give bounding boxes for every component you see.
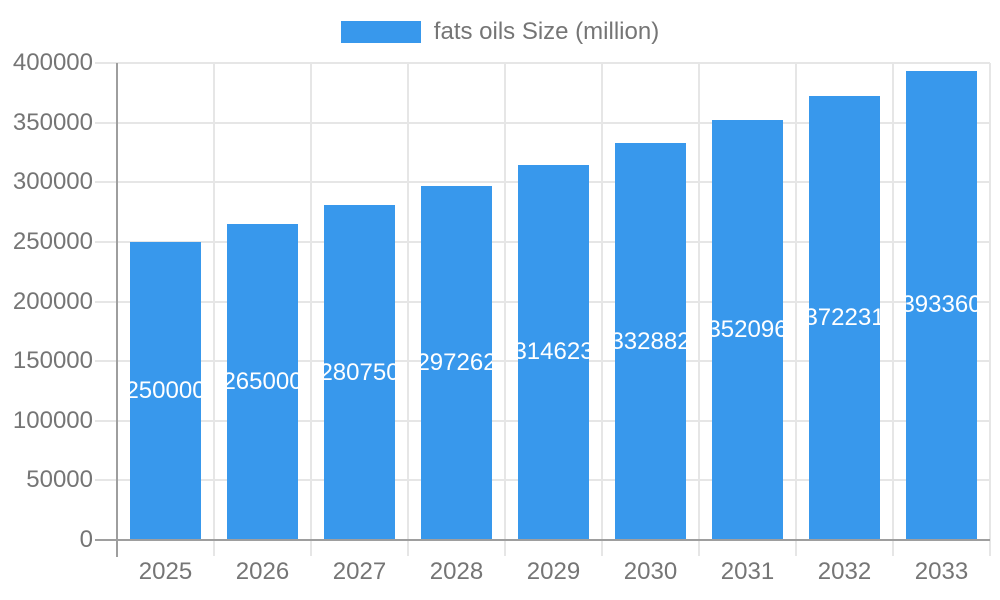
x-gridline [601, 63, 603, 556]
bar[interactable]: 372231 [809, 96, 880, 540]
bar[interactable]: 314623 [518, 164, 589, 540]
bar-value-label: 332882 [615, 327, 686, 355]
bar[interactable]: 280750 [324, 205, 395, 540]
bar[interactable]: 352096 [712, 120, 783, 540]
bar-value-label: 280750 [324, 358, 395, 386]
x-axis-tick-label: 2026 [235, 558, 290, 585]
bar[interactable]: 250000 [130, 241, 201, 540]
legend-swatch[interactable] [340, 21, 421, 43]
bar-value-label: 314623 [518, 338, 589, 366]
y-gridline [95, 62, 990, 64]
y-axis-tick-label: 0 [79, 526, 93, 553]
y-axis-tick-label: 250000 [12, 227, 93, 255]
y-gridline [95, 121, 990, 124]
y-axis-tick-label: 150000 [12, 347, 93, 375]
x-gridline [504, 63, 506, 556]
y-axis-tick-label: 50000 [26, 466, 93, 494]
y-axis-tick-label: 100000 [12, 406, 93, 434]
x-gridline [310, 63, 312, 556]
x-axis-tick-label: 2025 [138, 558, 193, 585]
x-gridline [698, 63, 700, 556]
x-axis-tick-label: 2028 [429, 558, 484, 585]
y-axis-line [116, 63, 118, 557]
x-axis-tick-label: 2032 [817, 558, 872, 585]
x-gridline [407, 63, 409, 556]
bar[interactable]: 332882 [615, 143, 686, 540]
bar-value-label: 265000 [227, 367, 298, 395]
legend[interactable]: fats oils Size (million) [0, 14, 1000, 50]
x-axis-tick-label: 2033 [914, 558, 969, 585]
bar-value-label: 393360 [906, 291, 977, 319]
y-axis-tick-label: 200000 [12, 287, 93, 315]
bar-value-label: 250000 [130, 376, 201, 404]
x-gridline [795, 63, 797, 556]
x-axis-tick-label: 2030 [623, 558, 678, 585]
x-axis-tick-label: 2031 [720, 558, 775, 585]
bar-value-label: 372231 [809, 304, 880, 332]
x-axis-tick-label: 2029 [526, 558, 581, 585]
y-axis-tick-label: 350000 [12, 108, 93, 136]
x-axis-line [95, 539, 990, 541]
bar[interactable]: 297262 [421, 185, 492, 540]
bar[interactable]: 393360 [906, 70, 977, 540]
x-gridline [213, 63, 215, 556]
bar[interactable]: 265000 [227, 223, 298, 540]
bar-value-label: 352096 [712, 316, 783, 344]
y-axis-tick-label: 400000 [12, 49, 93, 76]
x-axis-tick-label: 2027 [332, 558, 387, 585]
x-gridline [892, 63, 894, 556]
legend-label[interactable]: fats oils Size (million) [433, 18, 660, 45]
y-axis-tick-label: 300000 [12, 168, 93, 196]
x-gridline [989, 63, 991, 556]
bar-value-label: 297262 [421, 348, 492, 376]
